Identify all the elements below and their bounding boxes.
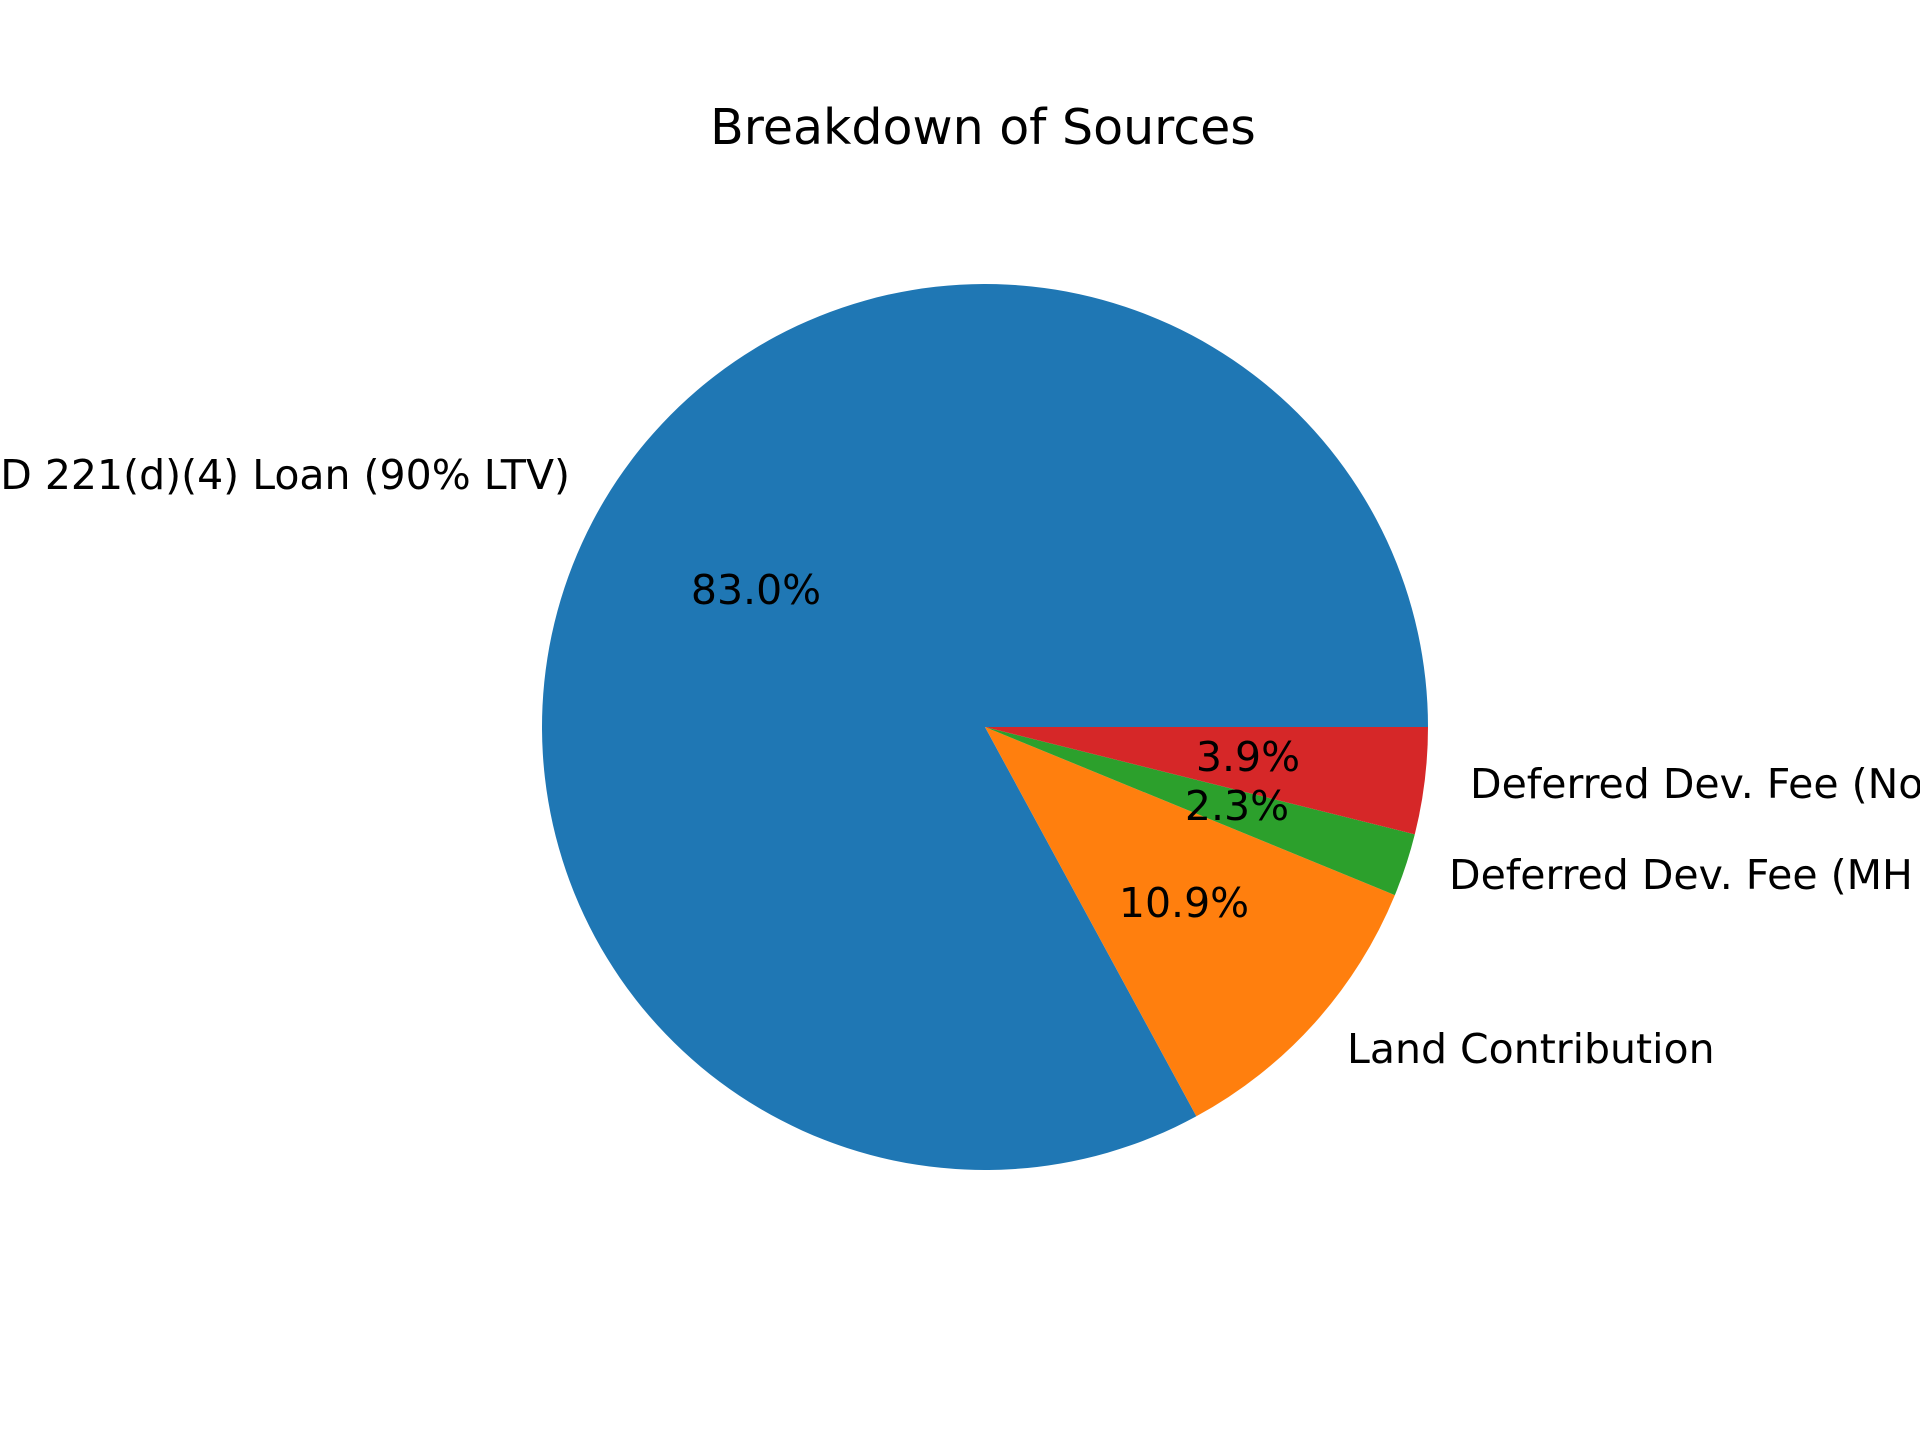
pie-slice-3 (985, 727, 1428, 835)
slice-label-land-contribution: Land Contribution (1347, 1025, 1715, 1073)
pie-slice-0 (542, 283, 1428, 1170)
slice-percent-hud-loan: 83.0% (690, 566, 822, 614)
slice-label-hud-loan: D 221(d)(4) Loan (90% LTV) (0, 451, 570, 499)
slice-percent-deferred-fee-non: 3.9% (1195, 733, 1301, 781)
slice-percent-deferred-fee-mhdc: 2.3% (1184, 782, 1290, 830)
slice-label-deferred-fee-mhdc: Deferred Dev. Fee (MH (1449, 851, 1913, 899)
slice-percent-land-contribution: 10.9% (1118, 879, 1250, 927)
slice-label-deferred-fee-non: Deferred Dev. Fee (No (1470, 760, 1920, 808)
chart-title: Breakdown of Sources (710, 99, 1256, 156)
pie-slice-2 (985, 727, 1415, 896)
pie-wedges (542, 283, 1428, 1170)
pie-slice-1 (985, 727, 1395, 1117)
